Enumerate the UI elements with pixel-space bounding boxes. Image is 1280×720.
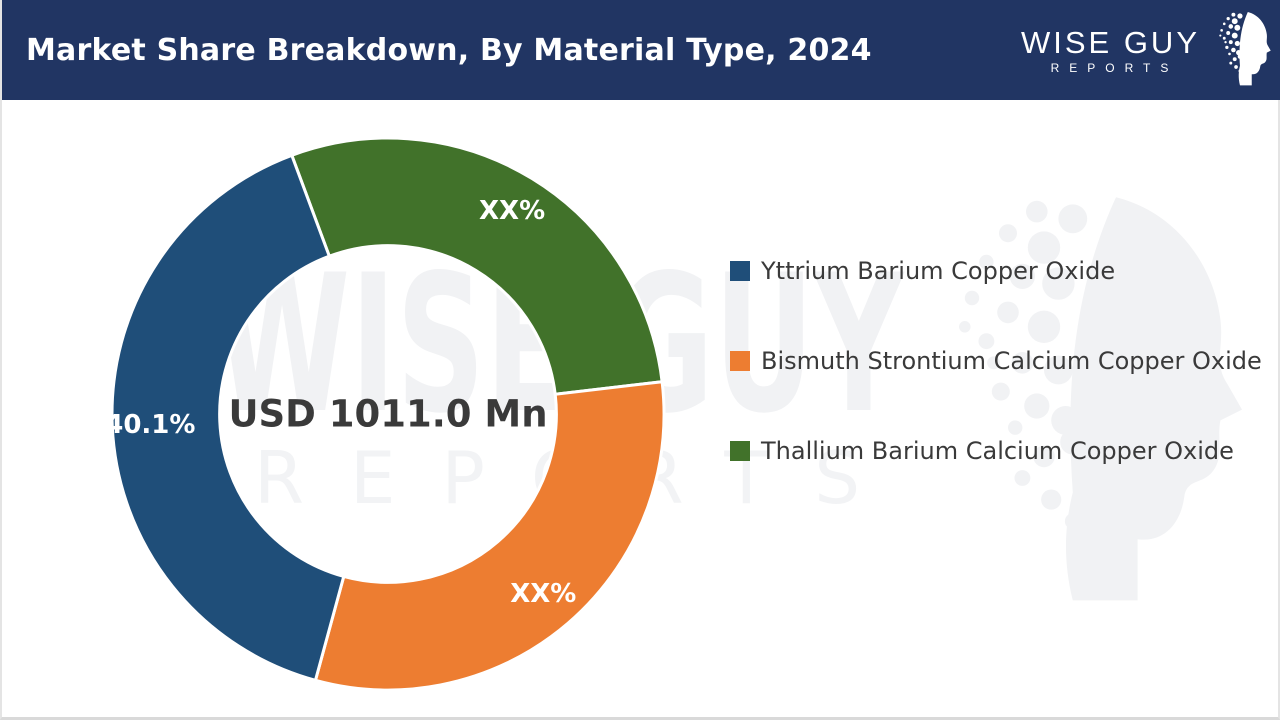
logo-wordmark: WISE GUY REPORTS bbox=[1021, 27, 1200, 74]
logo-face-icon bbox=[1202, 9, 1274, 91]
legend-item-3: Thallium Barium Calcium Copper Oxide bbox=[730, 437, 1262, 465]
legend-swatch-3 bbox=[730, 441, 750, 461]
header-bar: Market Share Breakdown, By Material Type… bbox=[2, 0, 1280, 100]
legend-swatch-2 bbox=[730, 351, 750, 371]
legend-item-1: Yttrium Barium Copper Oxide bbox=[730, 257, 1262, 285]
chart-legend: Yttrium Barium Copper Oxide Bismuth Stron… bbox=[730, 257, 1262, 527]
pie-slice-1 bbox=[289, 136, 664, 396]
logo-line2: REPORTS bbox=[1050, 60, 1179, 75]
logo-line1: WISE GUY bbox=[1020, 24, 1200, 60]
page-title: Market Share Breakdown, By Material Type… bbox=[26, 32, 872, 68]
pie-slice-3 bbox=[110, 153, 346, 683]
chart-center-value: USD 1011.0 Mn bbox=[228, 392, 548, 436]
legend-label-3: Thallium Barium Calcium Copper Oxide bbox=[761, 437, 1234, 465]
pie-slice-2 bbox=[313, 380, 666, 692]
legend-item-2: Bismuth Strontium Calcium Copper Oxide bbox=[730, 347, 1262, 375]
legend-label-1: Yttrium Barium Copper Oxide bbox=[761, 257, 1116, 285]
legend-label-2: Bismuth Strontium Calcium Copper Oxide bbox=[761, 347, 1262, 375]
slice-label-1: XX% bbox=[479, 196, 546, 227]
wise-guy-reports-logo: WISE GUY REPORTS bbox=[1021, 5, 1274, 95]
slice-label-2: XX% bbox=[510, 579, 577, 610]
legend-swatch-1 bbox=[730, 261, 750, 281]
slice-label-3: 40.1% bbox=[105, 409, 196, 440]
donut-chart: USD 1011.0 Mn XX% XX% 40.1% bbox=[105, 136, 666, 692]
